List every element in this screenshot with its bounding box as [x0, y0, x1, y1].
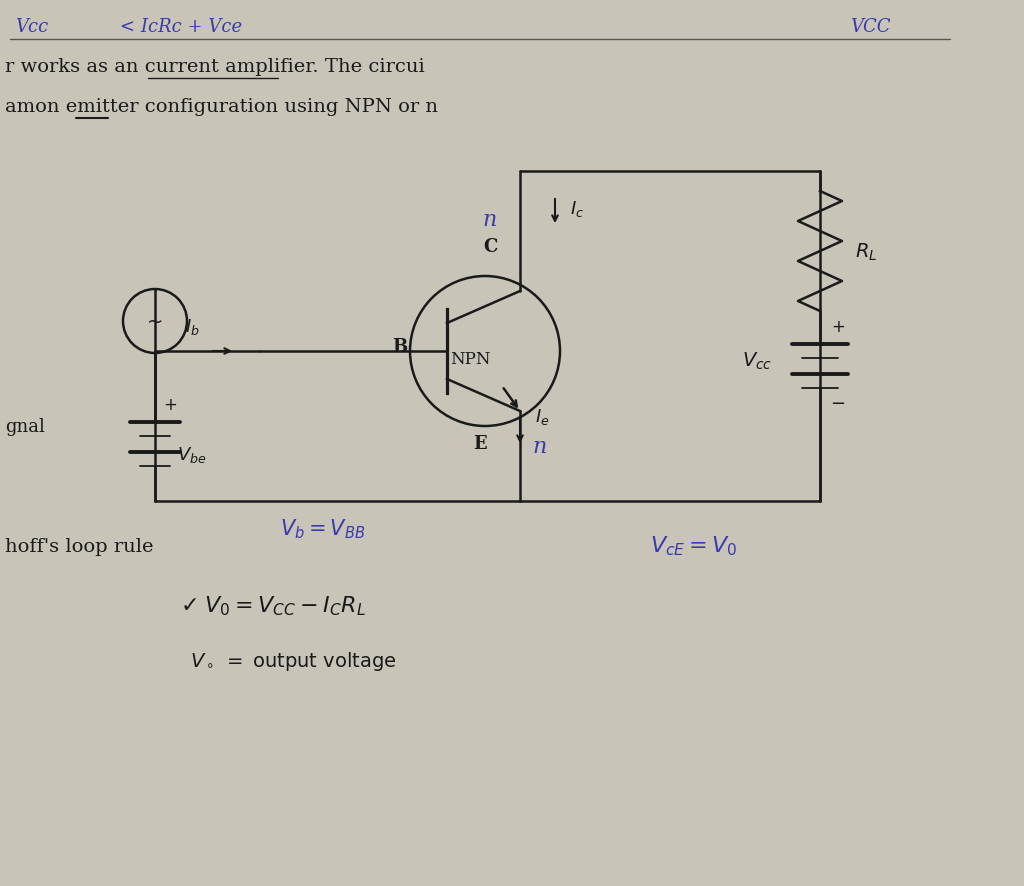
- Text: $V_{cc}$: $V_{cc}$: [742, 351, 772, 372]
- Text: Vcc: Vcc: [15, 18, 48, 36]
- Text: hoff's loop rule: hoff's loop rule: [5, 538, 154, 556]
- Text: $\checkmark \; V_0 = V_{CC} - I_C R_L$: $\checkmark \; V_0 = V_{CC} - I_C R_L$: [180, 594, 366, 617]
- Text: $V_{cE} = V_0$: $V_{cE} = V_0$: [650, 533, 737, 557]
- Text: $V_b = V_{BB}$: $V_b = V_{BB}$: [280, 517, 366, 540]
- Text: amon emitter configuration using NPN or n: amon emitter configuration using NPN or …: [5, 97, 438, 116]
- Text: $I_c$: $I_c$: [570, 198, 584, 219]
- Text: VCC: VCC: [850, 18, 891, 36]
- Text: −: −: [830, 394, 846, 413]
- Text: $V_{be}$: $V_{be}$: [177, 445, 207, 464]
- Text: r works as an current amplifier. The circui: r works as an current amplifier. The cir…: [5, 58, 425, 76]
- Text: E: E: [473, 434, 486, 453]
- Text: n: n: [482, 209, 498, 230]
- Text: gnal: gnal: [5, 417, 45, 436]
- Text: ~: ~: [146, 312, 163, 331]
- Text: $I_b$: $I_b$: [185, 316, 200, 337]
- Text: $I_e$: $I_e$: [535, 407, 550, 426]
- Text: $V_\circ \;=\; \mathrm{output\ voltage}$: $V_\circ \;=\; \mathrm{output\ voltage}$: [190, 649, 396, 672]
- Text: n: n: [532, 436, 547, 457]
- Text: C: C: [482, 237, 498, 256]
- Text: $R_L$: $R_L$: [855, 241, 878, 262]
- Text: < IcRc + Vce: < IcRc + Vce: [120, 18, 242, 36]
- Text: +: +: [831, 318, 845, 336]
- Text: B: B: [392, 338, 408, 355]
- Text: NPN: NPN: [450, 351, 490, 368]
- Text: +: +: [163, 395, 177, 414]
